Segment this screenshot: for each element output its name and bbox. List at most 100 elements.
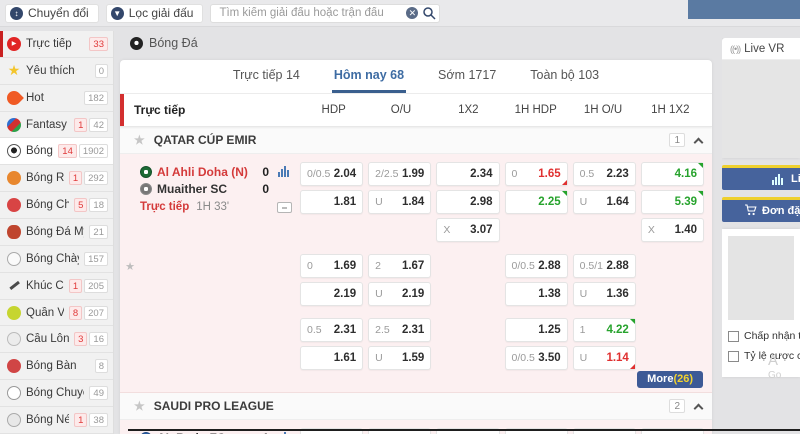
- odds-cell[interactable]: U 1.64: [572, 190, 636, 214]
- odds-cell[interactable]: 2.5 2.31: [368, 318, 432, 342]
- odds-cell[interactable]: 2 2.05: [368, 428, 432, 434]
- badge-total-count: 207: [84, 305, 108, 320]
- tab-all[interactable]: Toàn bộ 103: [530, 68, 600, 82]
- odds-value: 2.19: [401, 288, 425, 300]
- baseball2-icon: [7, 251, 21, 266]
- bet-slip-button[interactable]: Đơn đặt c: [722, 197, 800, 222]
- odds-cell[interactable]: 2.25: [504, 190, 568, 214]
- odds-cell[interactable]: 2.19: [300, 282, 364, 306]
- odds-cell[interactable]: 0/0.5 2.88: [504, 254, 568, 278]
- sidebar-item-live[interactable]: ▶ Trực tiếp 33: [0, 31, 113, 58]
- accept-odds-checkbox[interactable]: [728, 330, 739, 342]
- tab-early[interactable]: Sớm 1717: [438, 68, 497, 82]
- odds-cell[interactable]: U 1.36: [572, 282, 636, 306]
- sidebar-item-hot[interactable]: Hot 182: [0, 85, 113, 112]
- odds-cell[interactable]: U 1.84: [368, 190, 432, 214]
- sidebar-item-handball[interactable]: Bóng Ném 138: [0, 407, 113, 434]
- badge-live-count: 1: [68, 171, 83, 186]
- odds-cell[interactable]: U 1.59: [368, 346, 432, 370]
- live-vr-header[interactable]: ((•)) Live VR: [722, 38, 800, 60]
- odds-down-arrow-icon: [561, 180, 567, 185]
- match-tracker-icon[interactable]: [277, 201, 292, 213]
- filter-leagues-button[interactable]: ▼ Lọc giải đấu: [105, 3, 204, 23]
- odds-change-checkbox[interactable]: [728, 350, 739, 362]
- favorite-star-icon[interactable]: ★: [125, 260, 135, 273]
- switch-mode-button[interactable]: ↕ Chuyển đổi: [5, 3, 99, 23]
- chevron-up-icon[interactable]: [693, 137, 704, 147]
- odds-cell[interactable]: 5.39: [640, 190, 704, 214]
- odds-line: 0.5/1: [579, 260, 604, 272]
- league-row-qatar[interactable]: ★ QATAR CÚP EMIR 1: [120, 127, 712, 154]
- league-name: SAUDI PRO LEAGUE: [153, 399, 274, 413]
- odds-cell[interactable]: U 1.14: [572, 346, 636, 370]
- favorite-star-icon[interactable]: ★: [134, 133, 145, 147]
- odds-block: 0.5 2.31 2.5 2.31 1.25 1 4.22: [300, 318, 704, 370]
- tab-today[interactable]: Hôm nay 68: [331, 60, 407, 93]
- odds-cell[interactable]: 4.16: [640, 162, 704, 186]
- live-stats-button[interactable]: Live: [722, 165, 800, 190]
- odds-line: 0: [511, 168, 518, 180]
- odds-cell[interactable]: 2.34: [436, 162, 500, 186]
- odds-cell[interactable]: 2/2.5 1.99: [368, 162, 432, 186]
- odds-cell[interactable]: 0.5 2.31: [300, 318, 364, 342]
- sidebar-item-volleyball[interactable]: Bóng Chuyền 49: [0, 380, 113, 408]
- odds-cell[interactable]: 1.25: [504, 318, 568, 342]
- am-football-icon: [7, 224, 21, 239]
- tab-live[interactable]: Trực tiếp 14: [232, 68, 300, 82]
- stats-chart-icon[interactable]: [278, 432, 292, 434]
- odds-value: 2.04: [333, 168, 357, 180]
- odds-cell[interactable]: 1 4.22: [572, 318, 636, 342]
- odds-cell[interactable]: 1.61: [300, 346, 364, 370]
- more-markets-button[interactable]: More(26): [637, 371, 703, 388]
- odds-up-arrow-icon: [698, 191, 703, 196]
- favorites-icon: ★: [7, 62, 21, 79]
- league-count-badge: 2: [669, 399, 685, 413]
- sidebar-item-favorites[interactable]: ★ Yêu thích 0: [0, 58, 113, 85]
- odds-cell-blank[interactable]: [504, 428, 568, 434]
- odds-line: X: [443, 224, 451, 236]
- clear-search-icon[interactable]: ✕: [406, 6, 419, 19]
- odds-cell[interactable]: 2.98: [436, 190, 500, 214]
- odds-cell[interactable]: 1.58: [436, 428, 500, 434]
- odds-value: 3.50: [538, 352, 561, 364]
- search-input[interactable]: [210, 3, 441, 23]
- sidebar-item-baseball[interactable]: Bóng Chày 518: [0, 192, 113, 220]
- search-icon[interactable]: [422, 6, 436, 23]
- sidebar-item-badminton[interactable]: Cầu Lông 316: [0, 326, 113, 354]
- odds-cell[interactable]: 0/0.5 2.04: [300, 162, 364, 186]
- odds-cell[interactable]: 0/0.5 3.50: [504, 346, 568, 370]
- odds-cell[interactable]: 1.38: [504, 282, 568, 306]
- bottom-edge-line: [128, 429, 800, 431]
- odds-cell[interactable]: 0 1.69: [300, 254, 364, 278]
- odds-cell[interactable]: 1.81: [300, 190, 364, 214]
- odds-cell[interactable]: 2 1.67: [368, 254, 432, 278]
- favorite-star-icon[interactable]: ★: [134, 399, 145, 413]
- odds-change-label: Tỷ lệ cược có t: [744, 350, 800, 362]
- odds-cell[interactable]: 0 1.65: [504, 162, 568, 186]
- league-row-saudi[interactable]: ★ SAUDI PRO LEAGUE 2: [120, 393, 712, 420]
- chevron-up-icon[interactable]: [693, 403, 704, 413]
- odds-cell-blank[interactable]: [640, 428, 704, 434]
- filter-icon: ▼: [110, 6, 124, 20]
- sidebar-item-table-tennis[interactable]: Bóng Bàn 8: [0, 353, 113, 381]
- odds-up-arrow-icon: [698, 163, 703, 168]
- table-tennis-icon: [7, 359, 21, 374]
- odds-cell[interactable]: 0.5/1 2.88: [572, 254, 636, 278]
- odds-cell[interactable]: U 2.19: [368, 282, 432, 306]
- home-score: 0: [262, 164, 269, 179]
- odds-cell[interactable]: 0.5 2.23: [572, 162, 636, 186]
- tabs-bar: Trực tiếp 14 Hôm nay 68 Sớm 1717 Toàn bộ 10…: [120, 60, 712, 94]
- odds-cell[interactable]: X 1.40: [640, 218, 704, 242]
- sidebar-item-baseball2[interactable]: Bóng Chày 157: [0, 246, 113, 273]
- sidebar-item-am-football[interactable]: Bóng Đá Mỹ 21: [0, 219, 113, 246]
- odds-cell[interactable]: X 3.07: [436, 218, 500, 242]
- match-info[interactable]: Al Ahli Doha (N) 0 Muaither SC 0 Trực ti…: [140, 162, 300, 370]
- stats-chart-icon[interactable]: [278, 166, 292, 177]
- odds-cell-blank[interactable]: [572, 428, 636, 434]
- odds-cell[interactable]: 2.05: [300, 428, 364, 434]
- sidebar-item-fantasy[interactable]: Fantasy 1 42: [0, 112, 113, 139]
